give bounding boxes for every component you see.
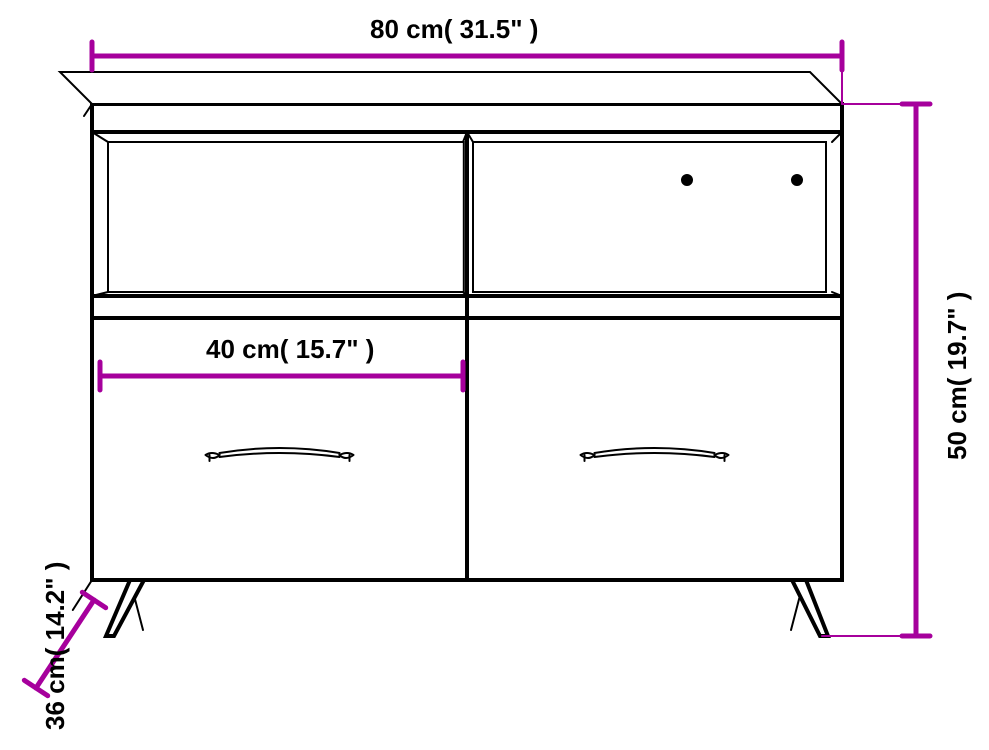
diagram-canvas	[0, 0, 989, 750]
dim-width-drawer: 40 cm( 15.7" )	[206, 334, 374, 365]
dim-height-right: 50 cm( 19.7" )	[942, 292, 973, 460]
dim-width-top: 80 cm( 31.5" )	[370, 14, 538, 45]
dim-depth-bottom: 36 cm( 14.2" )	[40, 562, 71, 730]
